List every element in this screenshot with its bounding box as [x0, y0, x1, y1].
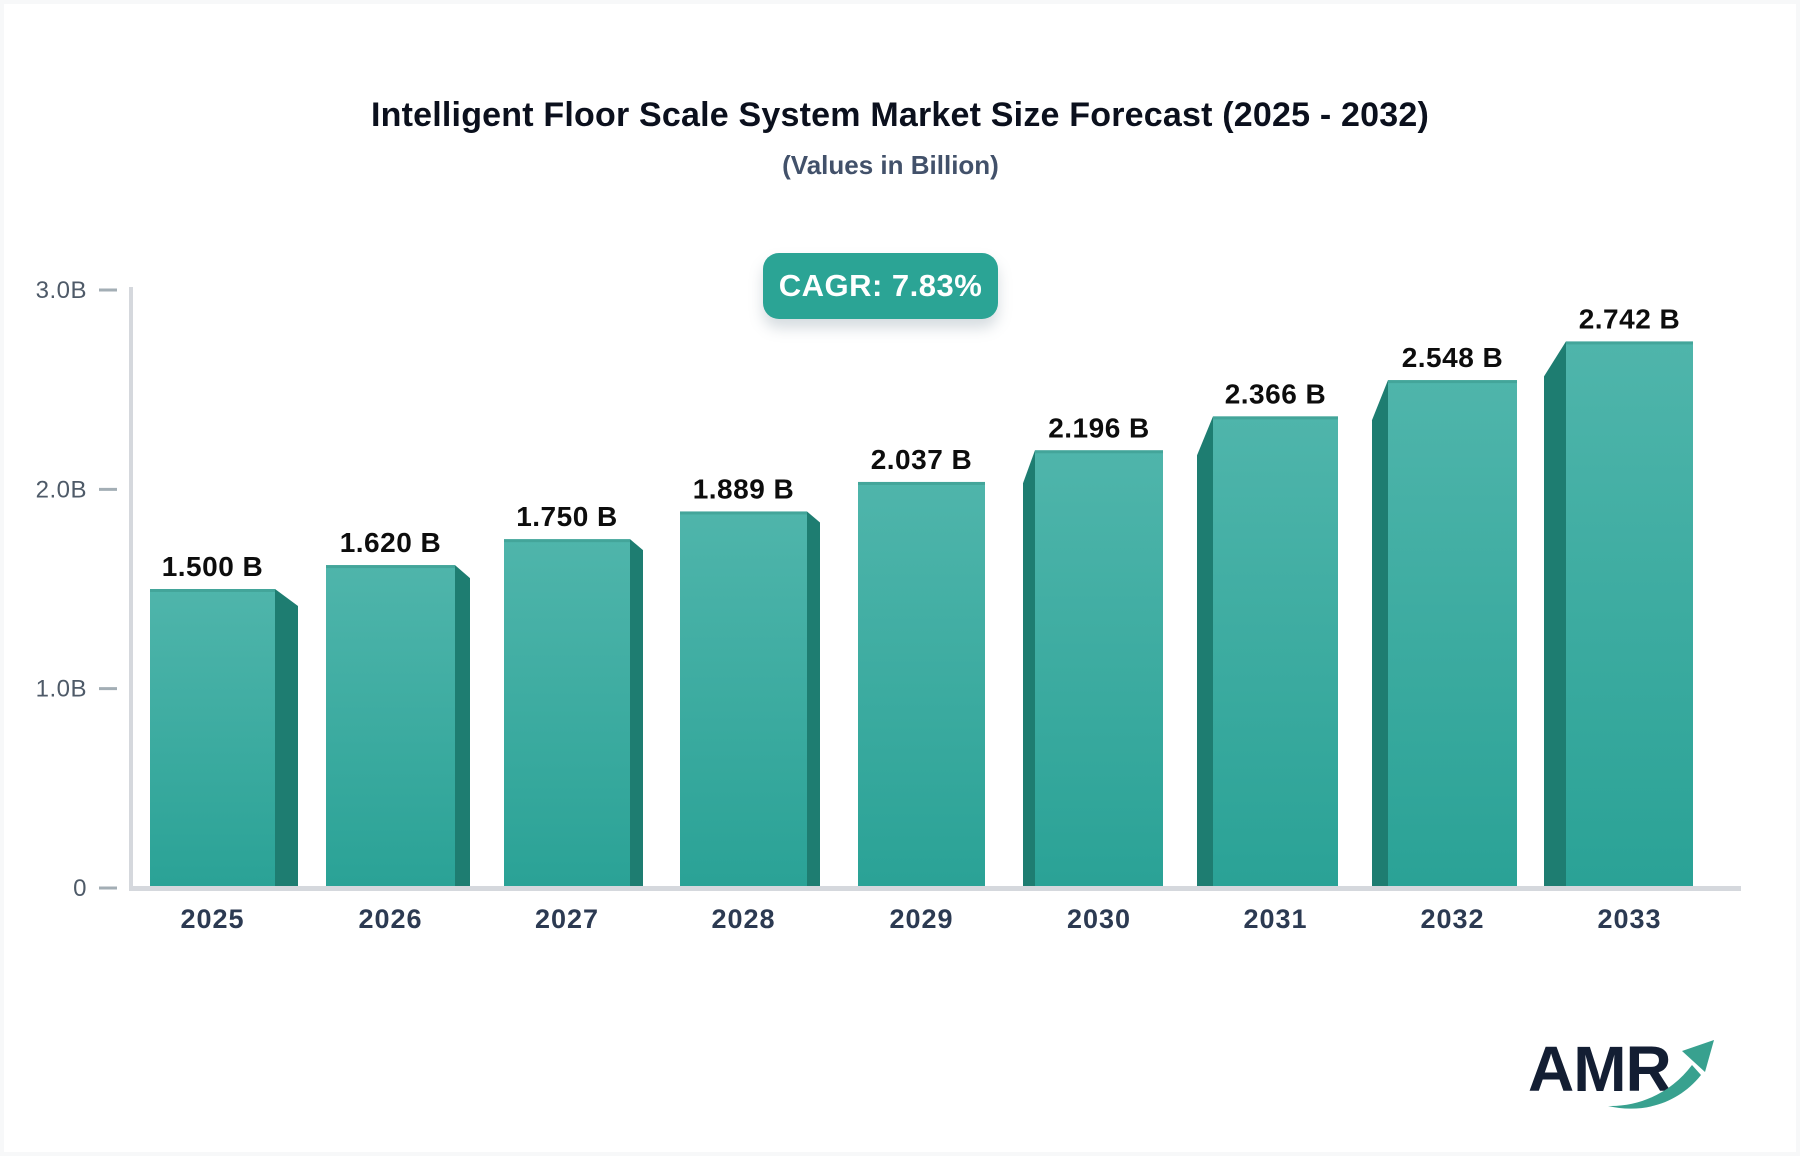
bar-2031 [1213, 416, 1338, 888]
bar-2030 [1035, 450, 1163, 888]
bar-2033-top-edge [1566, 341, 1693, 345]
bar-2025 [150, 589, 275, 888]
trend-up-arrow-icon [1608, 1040, 1714, 1109]
x-tick-label-2032: 2032 [1420, 904, 1484, 934]
x-tick-label-2030: 2030 [1067, 904, 1131, 934]
bar-2029-top-edge [858, 481, 985, 485]
chart-title: Intelligent Floor Scale System Market Si… [371, 96, 1429, 134]
x-axis-line [129, 886, 1741, 891]
bar-2032-top-edge [1388, 380, 1517, 384]
bar-2027 [504, 539, 630, 888]
bar-2028-value-label: 1.889 B [693, 473, 795, 504]
bar-2027-side [630, 539, 643, 888]
axis-layer: 0 1.0B 2.0B 3.0B [36, 277, 1741, 902]
bar-2027-value-label: 1.750 B [516, 501, 618, 532]
bar-2028-side [807, 511, 820, 888]
bar-2033 [1566, 341, 1693, 889]
bar-2033-value-label: 2.742 B [1579, 303, 1681, 334]
bar-2030-side [1023, 450, 1035, 888]
bar-2033-side [1544, 341, 1566, 889]
bars-layer: 1.500 B 2025 1.620 B 2026 1.750 B 2027 1.889 B… [150, 303, 1693, 934]
x-tick-label-2033: 2033 [1597, 904, 1661, 934]
bar-2030-top-edge [1035, 450, 1163, 454]
bar-2025-value-label: 1.500 B [162, 551, 264, 582]
cagr-badge: CAGR: 7.83% [763, 253, 998, 319]
y-axis-line [129, 287, 133, 888]
bar-2026-top-edge [326, 565, 455, 569]
chart-subtitle: (Values in Billion) [782, 150, 999, 180]
bar-2032-side [1372, 380, 1388, 888]
x-tick-label-2027: 2027 [535, 904, 599, 934]
x-tick-label-2026: 2026 [358, 904, 422, 934]
x-tick-label-2029: 2029 [889, 904, 953, 934]
y-tick-label-1.0B: 1.0B [36, 676, 87, 703]
bar-2028 [680, 511, 807, 888]
bar-2026-side [455, 565, 470, 888]
bar-2025-side [275, 589, 298, 888]
bar-2030-value-label: 2.196 B [1048, 412, 1150, 443]
bar-2027-top-edge [504, 539, 630, 543]
y-tick-label-3.0B: 3.0B [36, 277, 87, 304]
bar-2031-side [1197, 416, 1213, 888]
x-tick-label-2031: 2031 [1243, 904, 1307, 934]
amr-logo: AMR [1528, 1030, 1728, 1114]
y-tick-label-0: 0 [73, 875, 87, 902]
bar-2029 [858, 481, 985, 888]
bar-2026 [326, 565, 455, 888]
x-tick-label-2028: 2028 [711, 904, 775, 934]
x-tick-label-2025: 2025 [180, 904, 244, 934]
bar-2025-top-edge [150, 589, 275, 592]
amr-logo-text: AMR [1528, 1033, 1672, 1105]
bar-2032 [1388, 380, 1517, 888]
bar-2031-top-edge [1213, 416, 1338, 420]
bar-2026-value-label: 1.620 B [340, 527, 442, 558]
bar-2029-value-label: 2.037 B [871, 444, 973, 475]
bar-2032-value-label: 2.548 B [1402, 342, 1504, 373]
bar-2028-top-edge [680, 511, 807, 515]
y-tick-label-2.0B: 2.0B [36, 476, 87, 503]
bar-2031-value-label: 2.366 B [1225, 378, 1327, 409]
